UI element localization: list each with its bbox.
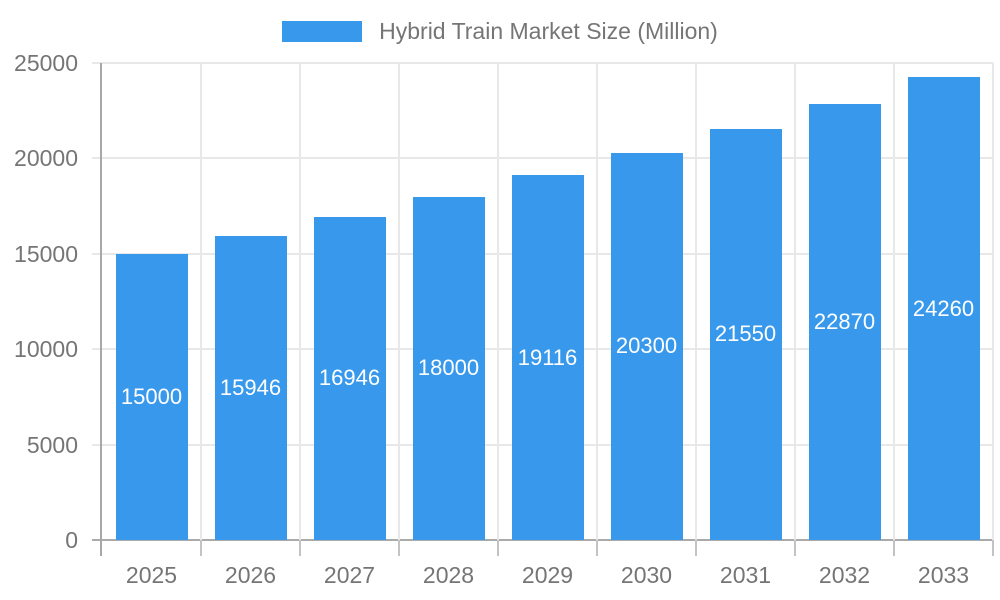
- bar: 19116: [511, 175, 584, 540]
- gridline-v: [893, 63, 895, 540]
- axis-tick-x: [893, 540, 895, 556]
- x-tick-label: 2029: [521, 562, 574, 588]
- gridline-v: [200, 63, 202, 540]
- axis-tick-x: [695, 540, 697, 556]
- gridline-v: [299, 63, 301, 540]
- y-tick-label: 25000: [14, 50, 78, 76]
- bar: 16946: [313, 216, 386, 540]
- bar-value-label: 19116: [517, 344, 578, 370]
- axis-tick-x: [497, 540, 499, 556]
- axis-tick-x: [596, 540, 598, 556]
- y-tick-label: 15000: [14, 240, 78, 267]
- x-tick-label: 2027: [323, 562, 376, 588]
- gridline-v: [497, 63, 499, 540]
- bar: 15946: [214, 235, 287, 540]
- x-tick-label: 2026: [224, 562, 277, 588]
- bar: 22870: [808, 103, 881, 540]
- gridline-h: [92, 157, 993, 160]
- axis-tick-x: [794, 540, 796, 556]
- y-tick-label: 20000: [14, 145, 78, 172]
- y-tick-label: 5000: [26, 431, 78, 458]
- x-axis-line: [92, 539, 993, 541]
- gridline-h: [92, 62, 993, 64]
- x-tick-label: 2032: [818, 562, 871, 588]
- x-tick-label: 2033: [917, 562, 970, 588]
- y-tick-label: 10000: [14, 336, 78, 363]
- legend-label: Hybrid Train Market Size (Million): [379, 18, 718, 44]
- bar: 21550: [709, 128, 782, 540]
- gridline-v: [794, 63, 796, 540]
- x-tick-label: 2031: [719, 562, 772, 588]
- y-tick-label: 0: [65, 527, 78, 553]
- legend-item[interactable]: Hybrid Train Market Size (Million): [282, 18, 718, 45]
- bar: 15000: [115, 253, 188, 540]
- bar-value-label: 18000: [417, 355, 480, 381]
- gridline-v: [992, 63, 994, 540]
- bar-value-label: 16946: [318, 365, 381, 391]
- x-tick-label: 2025: [125, 562, 178, 588]
- bar: 18000: [412, 196, 485, 540]
- axis-tick-x: [992, 540, 994, 556]
- x-tick-label: 2028: [422, 562, 475, 588]
- axis-tick-x: [200, 540, 202, 556]
- legend-swatch-icon: [282, 21, 363, 42]
- bar-value-label: 22870: [813, 308, 876, 334]
- bar-value-label: 15946: [219, 374, 282, 400]
- bar: 24260: [907, 77, 980, 540]
- bar-value-label: 15000: [120, 383, 183, 409]
- x-tick-label: 2030: [620, 562, 673, 588]
- axis-tick-x: [299, 540, 301, 556]
- bar-value-label: 21550: [714, 321, 777, 347]
- legend: Hybrid Train Market Size (Million): [0, 18, 1000, 45]
- y-axis-line: [100, 63, 102, 556]
- bar-value-label: 24260: [912, 295, 975, 321]
- bar-value-label: 20300: [615, 333, 678, 359]
- axis-tick-x: [398, 540, 400, 556]
- gridline-v: [695, 63, 697, 540]
- gridline-v: [596, 63, 598, 540]
- gridline-v: [398, 63, 400, 540]
- bar: 20300: [610, 152, 683, 540]
